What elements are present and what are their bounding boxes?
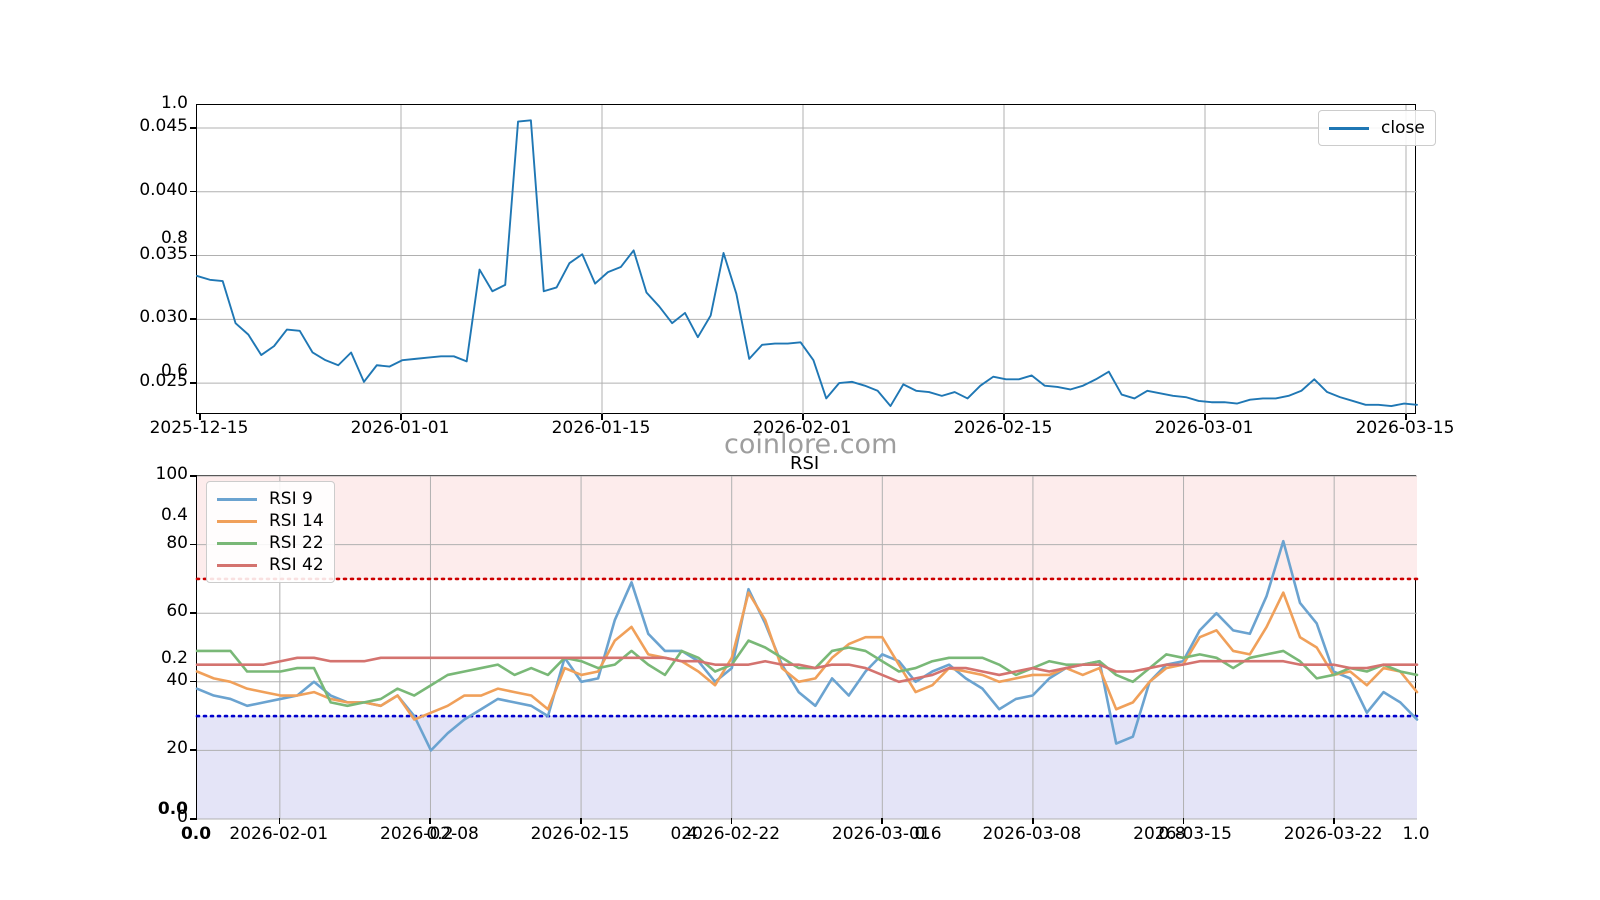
- rsi-x-tick-6: 2026-03-15: [1133, 824, 1232, 844]
- rsi-x-tick-3: 2026-02-22: [681, 824, 781, 844]
- legend-line-swatch: [1329, 126, 1369, 130]
- price-x-tick-mark: [1204, 414, 1206, 420]
- price-y-tick-0_035: 0.035: [139, 243, 188, 264]
- price-y-overlay-tick-2: 0.6: [160, 361, 188, 381]
- rsi-legend-item[interactable]: RSI 14: [217, 510, 324, 532]
- rsi-y-overlay-tick-0: 0.4: [160, 505, 188, 526]
- price-x-tick-mark: [802, 414, 804, 420]
- rsi-x-tick-mark: [1031, 818, 1034, 824]
- rsi-y-tick-mark: [190, 818, 197, 820]
- rsi-y-tick-20: 20: [166, 738, 188, 759]
- rsi-x-tick-7: 2026-03-22: [1283, 824, 1383, 844]
- price-y-tick-mark: [190, 126, 197, 129]
- price-x-tick-3: 2026-02-01: [752, 418, 852, 438]
- price-y-tick-mark: [190, 254, 197, 257]
- rsi-y-tick-40: 40: [166, 669, 188, 690]
- rsi-panel: 100 80 60 40 20 0 0.4 0.2 0.0 2026-02-01 2026-02…: [0, 445, 1600, 900]
- rsi-y-tick-mark: [190, 680, 197, 683]
- legend-line-swatch: [217, 497, 257, 501]
- rsi-y-tick-mark: [190, 749, 197, 751]
- price-x-tick-6: 2026-03-15: [1355, 418, 1455, 438]
- legend-label: RSI 42: [269, 555, 324, 575]
- price-y-tick-mark: [190, 382, 197, 384]
- rsi-x-tick-mark: [429, 818, 432, 824]
- rsi-x-overlay-tick-0: 0.0: [180, 824, 212, 844]
- legend-label: RSI 22: [269, 533, 324, 553]
- price-x-tick-mark: [1003, 414, 1005, 420]
- rsi-x-tick-2: 2026-02-15: [530, 824, 630, 844]
- rsi-line-chart: [195, 475, 1419, 820]
- price-plot-area: [196, 104, 1418, 415]
- rsi-panel-title: RSI: [790, 453, 820, 474]
- legend-line-swatch: [217, 541, 257, 545]
- rsi-x-overlay-tick-4: 0.8: [1158, 824, 1186, 844]
- price-legend-item[interactable]: close: [1329, 117, 1425, 139]
- rsi-x-tick-mark: [580, 818, 582, 824]
- rsi-y-tick-mark: [190, 612, 197, 614]
- price-x-tick-mark: [1405, 414, 1407, 420]
- rsi-x-tick-mark: [1182, 818, 1185, 824]
- rsi-x-tick-4: 2026-03-01: [831, 824, 931, 844]
- price-x-tick-2: 2026-01-15: [551, 418, 651, 438]
- rsi-x-overlay-tick-1: 0.2: [426, 824, 454, 844]
- legend-line-swatch: [217, 519, 257, 523]
- rsi-y-overlay-tick-2: 0.0: [157, 799, 188, 820]
- legend-label: RSI 14: [269, 511, 324, 531]
- price-y-tick-0_04: 0.040: [139, 179, 188, 200]
- rsi-x-tick-mark: [1333, 818, 1335, 824]
- price-x-tick-5: 2026-03-01: [1154, 418, 1254, 438]
- price-line-chart: [196, 105, 1418, 415]
- rsi-y-tick-60: 60: [166, 601, 188, 622]
- rsi-y-overlay-tick-1: 0.2: [160, 647, 188, 668]
- rsi-x-tick-mark: [881, 818, 883, 824]
- price-y-tick-0_03: 0.030: [139, 307, 188, 328]
- rsi-y-tick-0: 0: [177, 807, 188, 827]
- price-x-tick-4: 2026-02-15: [953, 418, 1053, 438]
- price-x-tick-mark: [400, 414, 402, 420]
- rsi-x-tick-0: 2026-02-01: [229, 824, 329, 844]
- rsi-y-tick-mark: [190, 543, 197, 546]
- price-y-tick-mark: [190, 190, 197, 193]
- rsi-legend-item[interactable]: RSI 22: [217, 532, 324, 554]
- rsi-y-tick-100: 100: [155, 464, 188, 484]
- price-y-overlay-tick-1: 0.8: [160, 228, 188, 248]
- price-panel: 0.045 0.040 0.035 0.030 0.025 1.0 0.8 0.6 2025…: [0, 0, 1600, 445]
- rsi-x-tick-1: 2026-02-08: [380, 824, 479, 844]
- rsi-x-tick-mark: [730, 818, 733, 824]
- watermark: coinlore.com: [724, 429, 898, 460]
- price-x-tick-mark: [601, 414, 603, 420]
- price-y-overlay-tick-0: 1.0: [160, 93, 188, 113]
- rsi-plot-area: [195, 475, 1419, 820]
- rsi-legend[interactable]: RSI 9 RSI 14 RSI 22 RSI 42: [206, 481, 335, 583]
- price-y-tick-mark: [190, 318, 197, 320]
- rsi-x-overlay-tick-2: 0.4: [670, 824, 698, 844]
- price-y-tick-0_045: 0.045: [139, 115, 188, 136]
- legend-label: RSI 9: [269, 489, 313, 509]
- price-x-tick-0: 2025-12-15: [149, 418, 249, 438]
- rsi-y-tick-80: 80: [166, 532, 188, 553]
- legend-label: close: [1381, 118, 1425, 138]
- rsi-x-overlay-tick-5: 1.0: [1402, 824, 1430, 844]
- rsi-x-tick-5: 2026-03-08: [982, 824, 1082, 844]
- rsi-y-tick-mark: [190, 475, 197, 477]
- rsi-x-overlay-tick-3: 0.6: [914, 824, 942, 844]
- rsi-legend-item[interactable]: RSI 42: [217, 554, 324, 576]
- price-x-tick-mark: [199, 414, 201, 420]
- price-x-tick-1: 2026-01-01: [350, 418, 450, 438]
- rsi-legend-item[interactable]: RSI 9: [217, 488, 324, 510]
- rsi-x-tick-mark: [278, 818, 281, 824]
- price-y-tick-0_025: 0.025: [139, 371, 188, 392]
- legend-line-swatch: [217, 563, 257, 567]
- price-legend[interactable]: close: [1318, 110, 1436, 146]
